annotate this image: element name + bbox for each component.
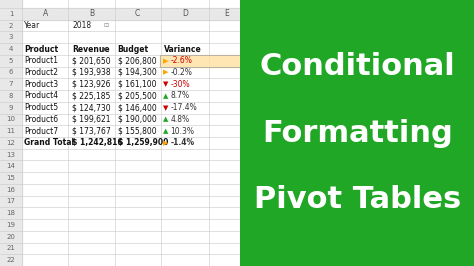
Text: ▶: ▶ bbox=[163, 69, 168, 76]
Text: 8: 8 bbox=[9, 93, 13, 99]
Bar bbox=[160, 55, 244, 66]
Text: $ 193,938: $ 193,938 bbox=[72, 68, 110, 77]
Text: 4.8%: 4.8% bbox=[170, 115, 190, 124]
Text: ▼: ▼ bbox=[163, 81, 168, 87]
Text: A: A bbox=[43, 9, 48, 18]
Text: 13: 13 bbox=[7, 152, 16, 157]
Text: Variance: Variance bbox=[164, 44, 201, 53]
Text: E: E bbox=[224, 9, 228, 18]
Text: ▼: ▼ bbox=[163, 105, 168, 111]
Text: 22: 22 bbox=[7, 257, 15, 263]
Text: ▶: ▶ bbox=[163, 58, 168, 64]
Text: Product7: Product7 bbox=[25, 127, 58, 136]
Text: Budget: Budget bbox=[118, 44, 149, 53]
Text: ▲: ▲ bbox=[163, 93, 168, 99]
Text: 3: 3 bbox=[9, 34, 13, 40]
Text: 14: 14 bbox=[7, 163, 16, 169]
Text: $ 155,800: $ 155,800 bbox=[118, 127, 156, 136]
Text: ▲: ▲ bbox=[163, 128, 168, 134]
Text: 5: 5 bbox=[9, 58, 13, 64]
Bar bbox=[0, 8, 244, 20]
Text: Product6: Product6 bbox=[25, 115, 58, 124]
Text: $ 173,767: $ 173,767 bbox=[72, 127, 111, 136]
Text: ⊡: ⊡ bbox=[103, 23, 109, 28]
Text: 17: 17 bbox=[7, 198, 16, 205]
Text: 10.3%: 10.3% bbox=[170, 127, 194, 136]
Text: 10: 10 bbox=[7, 117, 16, 122]
Text: D: D bbox=[182, 9, 188, 18]
Bar bbox=[160, 55, 244, 66]
Text: ▼: ▼ bbox=[103, 47, 107, 52]
Text: Product: Product bbox=[25, 44, 58, 53]
Text: 2018: 2018 bbox=[72, 21, 91, 30]
Text: 1: 1 bbox=[9, 11, 13, 17]
Text: Product2: Product2 bbox=[25, 68, 58, 77]
Text: $ 206,800: $ 206,800 bbox=[118, 56, 156, 65]
Text: Year: Year bbox=[25, 21, 41, 30]
Text: Grand Total: Grand Total bbox=[25, 138, 74, 147]
Text: $ 225,185: $ 225,185 bbox=[72, 92, 110, 101]
Text: C: C bbox=[135, 9, 140, 18]
Text: -2.6%: -2.6% bbox=[170, 56, 192, 65]
Text: $ 194,300: $ 194,300 bbox=[118, 68, 156, 77]
Text: B: B bbox=[89, 9, 94, 18]
Text: Pivot Tables: Pivot Tables bbox=[254, 185, 461, 214]
Text: 7: 7 bbox=[9, 81, 13, 87]
Text: Conditional: Conditional bbox=[259, 52, 455, 81]
Text: -1.4%: -1.4% bbox=[170, 138, 194, 147]
Text: Product5: Product5 bbox=[25, 103, 58, 112]
Text: $ 1,242,816: $ 1,242,816 bbox=[72, 138, 123, 147]
Text: $ 201,650: $ 201,650 bbox=[72, 56, 110, 65]
Text: $ 205,500: $ 205,500 bbox=[118, 92, 156, 101]
Text: 15: 15 bbox=[7, 175, 16, 181]
Text: Product3: Product3 bbox=[25, 80, 58, 89]
Text: 18: 18 bbox=[7, 210, 16, 216]
Text: -17.4%: -17.4% bbox=[170, 103, 197, 112]
Text: 21: 21 bbox=[7, 246, 16, 251]
Text: -30%: -30% bbox=[170, 80, 190, 89]
Text: $ 161,100: $ 161,100 bbox=[118, 80, 156, 89]
Text: ▲: ▲ bbox=[163, 117, 168, 122]
Text: 12: 12 bbox=[7, 140, 16, 146]
Text: Revenue: Revenue bbox=[72, 44, 109, 53]
Text: 9: 9 bbox=[9, 105, 13, 111]
Text: 2: 2 bbox=[9, 23, 13, 28]
Text: 19: 19 bbox=[7, 222, 16, 228]
Text: 11: 11 bbox=[7, 128, 16, 134]
Text: $ 123,926: $ 123,926 bbox=[72, 80, 110, 89]
Text: Product4: Product4 bbox=[25, 92, 58, 101]
Text: Formatting: Formatting bbox=[262, 118, 453, 148]
Text: $ 1,259,900: $ 1,259,900 bbox=[118, 138, 168, 147]
Text: -0.2%: -0.2% bbox=[170, 68, 192, 77]
Text: $ 146,400: $ 146,400 bbox=[118, 103, 156, 112]
Text: 8.7%: 8.7% bbox=[170, 92, 190, 101]
Text: 20: 20 bbox=[7, 234, 16, 240]
Text: 16: 16 bbox=[7, 187, 16, 193]
Text: ▶: ▶ bbox=[163, 140, 168, 146]
Text: Product1: Product1 bbox=[25, 56, 58, 65]
Text: $ 124,730: $ 124,730 bbox=[72, 103, 110, 112]
Text: 6: 6 bbox=[9, 69, 13, 76]
Text: 4: 4 bbox=[9, 46, 13, 52]
Text: $ 199,621: $ 199,621 bbox=[72, 115, 110, 124]
Bar bbox=[0, 0, 22, 266]
Text: $ 190,000: $ 190,000 bbox=[118, 115, 156, 124]
